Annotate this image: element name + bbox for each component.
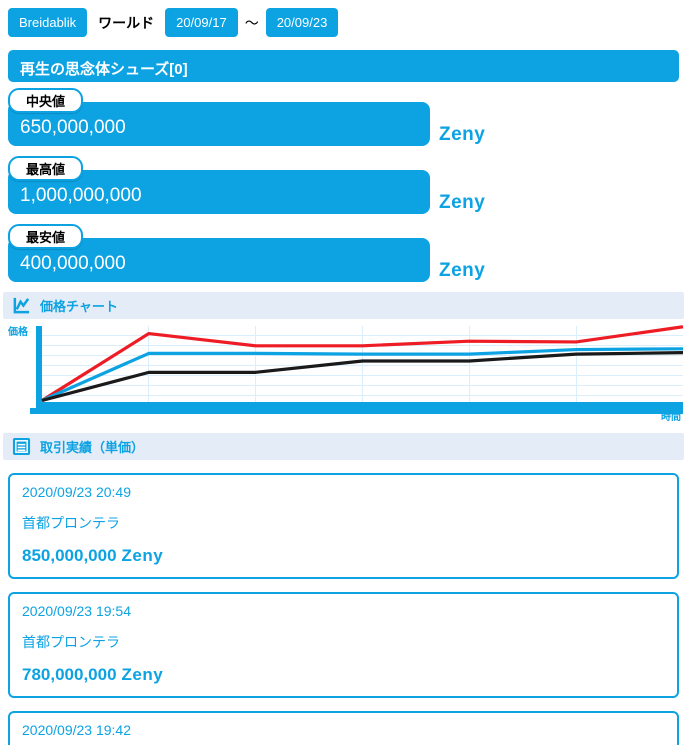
transaction-price: 850,000,000 Zeny — [22, 546, 665, 566]
stat-highest: 最高値 1,000,000,000 Zeny — [8, 156, 679, 214]
date-range-separator: ～ — [244, 14, 259, 31]
price-chart-header: 価格チャート — [3, 292, 684, 319]
stat-lowest-label: 最安値 — [8, 224, 84, 249]
transactions-title: 取引実績（単価） — [40, 440, 145, 455]
transaction-datetime: 2020/09/23 19:54 — [22, 603, 131, 619]
stat-highest-label: 最高値 — [8, 156, 84, 181]
zeny-currency-label: Zeny — [121, 665, 164, 684]
zeny-currency-label: Zeny — [439, 124, 486, 145]
zeny-currency-label: Zeny — [121, 546, 164, 565]
transaction-card: 2020/09/23 19:54 首都プロンテラ 780,000,000 Zeny — [8, 592, 679, 698]
stats-section: 中央値 650,000,000 Zeny 最高値 1,000,000,000 Z… — [8, 88, 679, 282]
chart-x-axis-label: 時間 — [661, 412, 681, 423]
chart-plot-area — [36, 325, 684, 408]
chart-y-axis-label: 価格 — [8, 327, 28, 338]
topbar: Breidablik ワールド 20/09/17 ～ 20/09/23 — [0, 0, 687, 37]
stat-lowest: 最安値 400,000,000 Zeny — [8, 224, 679, 282]
item-title-bar: 再生の思念体シューズ[0] — [8, 50, 679, 82]
line-chart-icon — [13, 297, 30, 314]
price-chart-title: 価格チャート — [40, 299, 118, 314]
price-chart-svg — [41, 325, 684, 403]
world-label: ワールド — [98, 14, 155, 31]
price-chart: 価格 時間 — [0, 321, 687, 423]
transaction-price-value: 780,000,000 — [22, 665, 117, 684]
transaction-datetime: 2020/09/23 19:42 — [22, 722, 131, 738]
date-from-button[interactable]: 20/09/17 — [165, 8, 238, 37]
transaction-price: 780,000,000 Zeny — [22, 665, 665, 685]
list-icon — [12, 437, 31, 456]
transaction-location: 首都プロンテラ — [22, 634, 120, 650]
zeny-currency-label: Zeny — [439, 260, 486, 281]
stat-lowest-value: 400,000,000 — [8, 238, 430, 282]
transaction-card: 2020/09/23 20:49 首都プロンテラ 850,000,000 Zeny — [8, 473, 679, 579]
chart-x-axis — [30, 408, 683, 414]
transaction-price-value: 850,000,000 — [22, 546, 117, 565]
stat-median-label: 中央値 — [8, 88, 84, 113]
zeny-currency-label: Zeny — [439, 192, 486, 213]
stat-median: 中央値 650,000,000 Zeny — [8, 88, 679, 146]
transaction-location: 首都プロンテラ — [22, 515, 120, 531]
date-to-button[interactable]: 20/09/23 — [265, 8, 339, 37]
server-button[interactable]: Breidablik — [8, 8, 88, 37]
transaction-datetime: 2020/09/23 20:49 — [22, 484, 131, 500]
transactions-header: 取引実績（単価） — [3, 433, 684, 460]
